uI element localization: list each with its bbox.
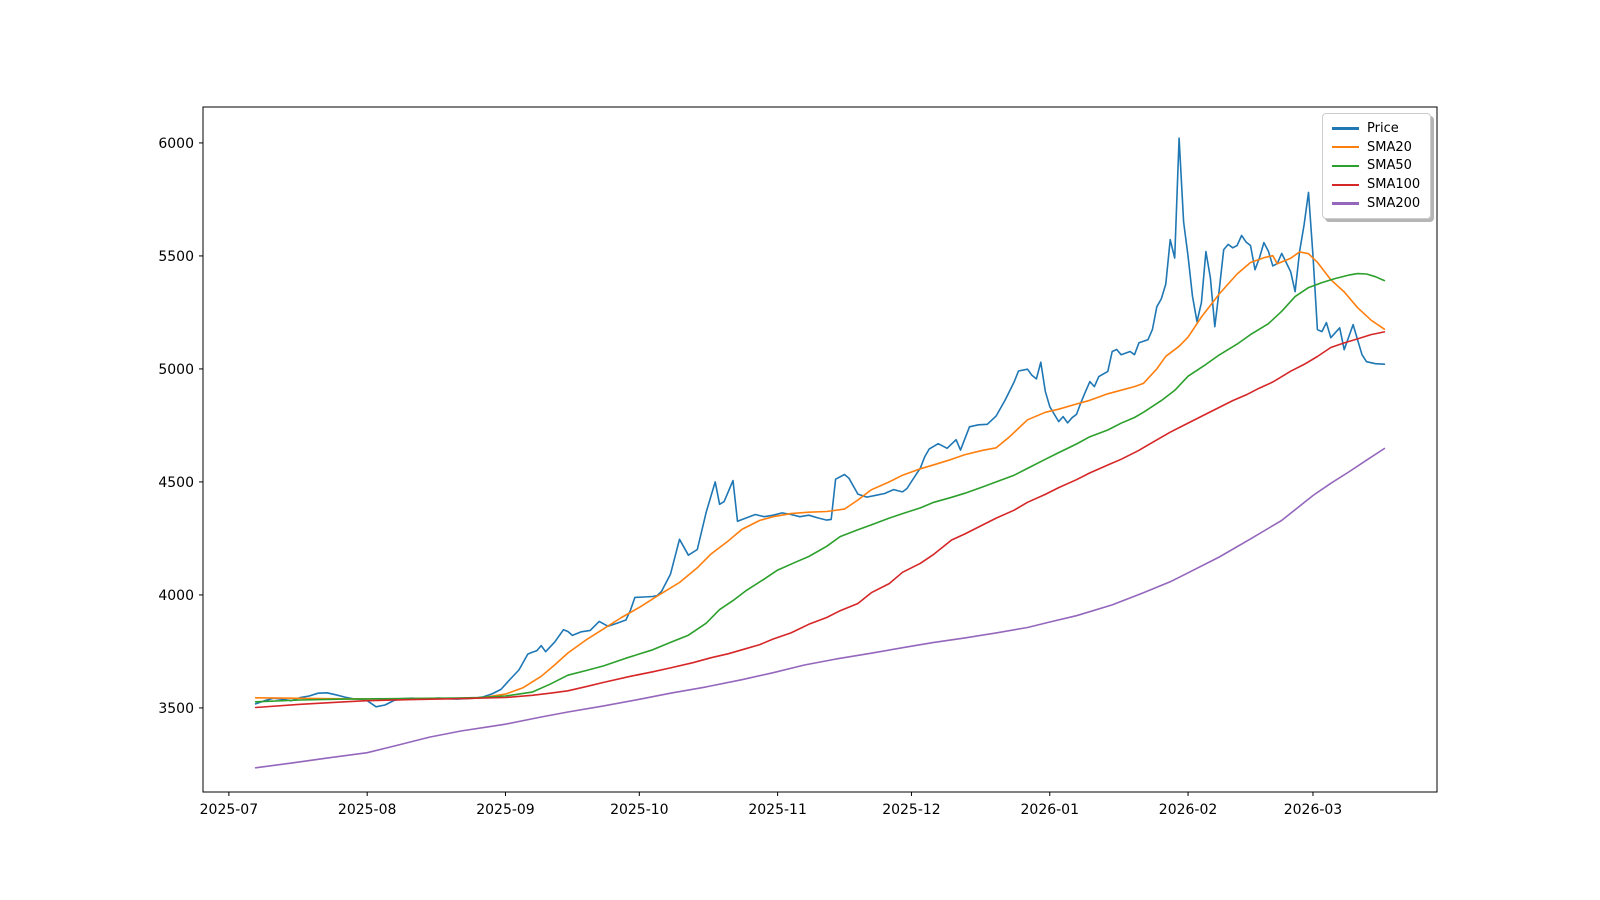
y-axis: 3500 4000 4500 5000 5500 6000 [158,136,203,717]
y-tick-label: 4500 [158,475,194,491]
series-line-sma50 [254,272,1386,703]
legend-label-sma50: SMA50 [1367,158,1412,174]
plot-area [203,107,1437,792]
legend-label-sma100: SMA100 [1367,177,1421,193]
legend-item-sma200: SMA200 [1332,194,1420,213]
y-tick-label: 5500 [158,249,194,265]
x-tick-label: 2025-07 [200,802,259,818]
y-tick-label: 6000 [158,136,194,152]
legend-line-sample-sma100 [1332,183,1359,187]
legend-line-sample-sma20 [1332,145,1359,149]
legend-line-sample-price [1332,127,1359,130]
x-tick-label: 2025-10 [610,802,669,818]
x-tick-label: 2026-01 [1021,802,1080,818]
x-axis: 2025-07 2025-08 2025-09 2025-10 2025-11 2025-… [200,792,1343,818]
x-tick-label: 2025-08 [338,802,397,818]
legend-item-sma100: SMA100 [1332,175,1420,194]
series-line-sma20 [254,251,1386,700]
x-tick-label: 2026-03 [1284,802,1343,818]
series-group [254,137,1386,769]
x-tick-label: 2025-12 [882,802,941,818]
series-line-sma100 [254,331,1386,709]
legend-label-price: Price [1367,120,1399,136]
x-tick-label: 2025-09 [476,802,535,818]
y-tick-label: 3500 [158,701,194,717]
x-tick-label: 2026-02 [1159,802,1218,818]
x-tick-label: 2025-11 [748,802,807,818]
legend-line-sample-sma50 [1332,164,1359,168]
y-tick-label: 5000 [158,362,194,378]
legend-label-sma200: SMA200 [1367,196,1421,212]
series-line-price [254,137,1386,708]
y-tick-label: 4000 [158,588,194,604]
legend-label-sma20: SMA20 [1367,139,1412,155]
plot-spines [202,106,1438,793]
legend-box: Price SMA20 SMA50 SMA100 SMA200 [1322,113,1432,219]
legend-item-sma50: SMA50 [1332,157,1420,176]
series-line-sma200 [254,447,1386,769]
legend-line-sample-sma200 [1332,202,1359,205]
legend-item-sma20: SMA20 [1332,138,1420,157]
legend-item-price: Price [1332,119,1420,138]
